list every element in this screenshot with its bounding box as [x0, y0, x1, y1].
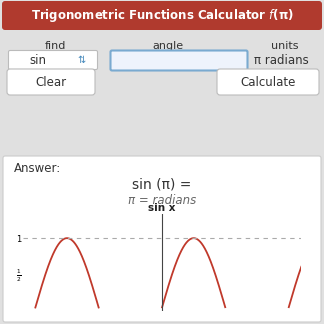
Text: units: units: [271, 41, 299, 51]
Text: Clear: Clear: [35, 75, 66, 88]
Text: angle: angle: [152, 41, 184, 51]
Text: π radians: π radians: [254, 53, 309, 66]
Text: find: find: [44, 41, 66, 51]
FancyBboxPatch shape: [3, 156, 321, 322]
Text: ⇅: ⇅: [78, 55, 86, 65]
Title: sin x: sin x: [148, 203, 176, 213]
Text: sin: sin: [29, 53, 47, 66]
FancyBboxPatch shape: [7, 69, 95, 95]
FancyBboxPatch shape: [5, 30, 319, 156]
FancyBboxPatch shape: [217, 69, 319, 95]
Text: Calculate: Calculate: [240, 75, 296, 88]
FancyBboxPatch shape: [2, 1, 322, 30]
Text: Answer:: Answer:: [14, 161, 61, 175]
FancyBboxPatch shape: [110, 51, 248, 71]
Text: π = radians: π = radians: [128, 193, 196, 206]
Text: sin (π) =: sin (π) =: [132, 177, 192, 191]
Text: Trigonometric Functions Calculator $\mathit{f}$(π): Trigonometric Functions Calculator $\mat…: [30, 7, 294, 24]
FancyBboxPatch shape: [8, 51, 98, 70]
